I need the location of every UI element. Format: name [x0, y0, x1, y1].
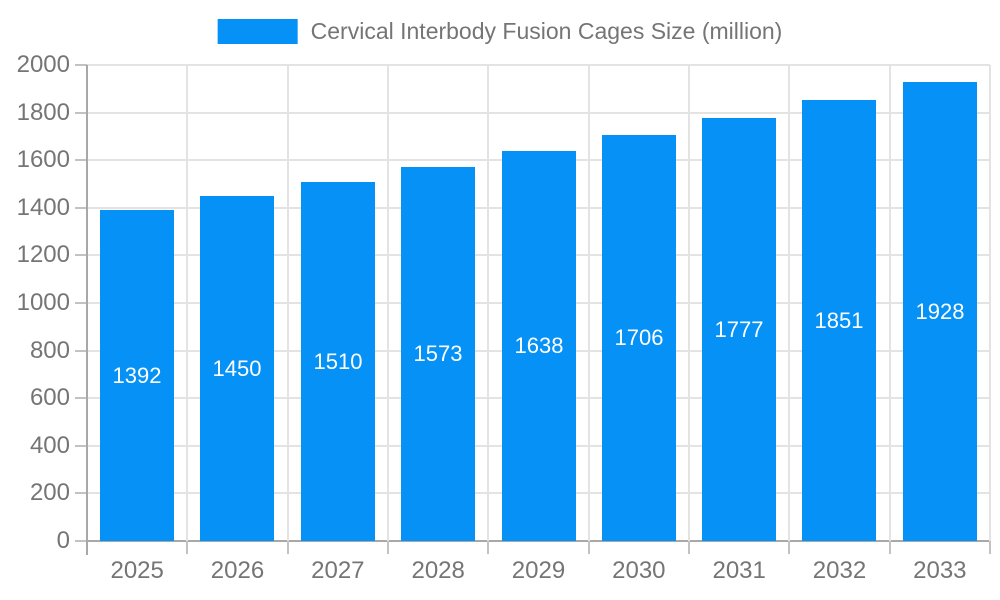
bar-value-label: 1851 — [814, 307, 864, 333]
bar-2027[interactable]: 1510 — [301, 182, 375, 541]
y-axis-tick — [75, 444, 87, 447]
x-axis-tick — [989, 541, 991, 554]
v-gridline — [989, 65, 991, 541]
y-axis-tick — [75, 397, 87, 400]
bar-2029[interactable]: 1638 — [502, 151, 576, 541]
bar-value-label: 1392 — [112, 362, 162, 388]
v-gridline — [587, 65, 590, 541]
v-gridline — [387, 65, 389, 541]
y-axis-tick — [75, 540, 87, 542]
h-gridline — [87, 111, 990, 114]
bar-value-label: 1573 — [413, 341, 463, 366]
v-gridline — [888, 65, 891, 541]
y-axis-tick-label: 1800 — [16, 98, 70, 126]
v-gridline — [186, 65, 189, 541]
v-gridline — [688, 65, 690, 541]
y-axis-tick-label: 0 — [56, 527, 70, 554]
y-axis-tick-label: 200 — [29, 479, 70, 507]
x-axis-tick-label: 2025 — [110, 557, 164, 584]
v-gridline — [487, 65, 490, 541]
bar-value-label: 1450 — [212, 355, 262, 381]
bar-value-label: 1510 — [313, 348, 363, 374]
x-axis-tick — [387, 541, 389, 554]
x-axis-tick-label: 2028 — [411, 557, 465, 584]
x-axis-tick-label: 2033 — [913, 557, 967, 584]
x-axis-tick-label: 2029 — [511, 557, 566, 584]
x-axis-tick-label: 2032 — [812, 557, 867, 584]
x-axis-tick-label: 2030 — [612, 557, 666, 584]
bar-2033[interactable]: 1928 — [903, 82, 977, 541]
y-axis-tick — [75, 349, 87, 352]
bar-value-label: 1777 — [714, 316, 764, 342]
y-axis-tick — [75, 111, 87, 114]
bar-2028[interactable]: 1573 — [401, 167, 475, 541]
h-gridline — [87, 64, 990, 66]
y-axis-tick-label: 400 — [29, 431, 70, 459]
legend-item[interactable]: Cervical Interbody Fusion Cages Size (mi… — [217, 18, 783, 45]
v-gridline — [788, 65, 791, 541]
x-axis-tick — [286, 541, 289, 554]
legend-label: Cervical Interbody Fusion Cages Size (mi… — [310, 18, 783, 44]
legend-swatch-icon — [217, 19, 298, 44]
v-gridline — [286, 65, 289, 541]
x-axis-tick — [788, 541, 791, 554]
y-axis-tick-label: 800 — [29, 336, 70, 364]
y-axis-tick — [75, 254, 87, 257]
y-axis-line — [86, 65, 88, 555]
y-axis-tick — [75, 206, 87, 209]
y-axis-tick — [75, 159, 87, 162]
y-axis-tick — [75, 492, 87, 495]
bar-2026[interactable]: 1450 — [200, 196, 274, 541]
x-axis-tick — [688, 541, 690, 554]
bar-2025[interactable]: 1392 — [100, 210, 174, 541]
y-axis-tick — [75, 64, 87, 66]
y-axis-tick-label: 1400 — [16, 193, 70, 221]
bar-value-label: 1928 — [915, 298, 965, 324]
bar-value-label: 1638 — [514, 333, 564, 358]
y-axis-tick — [75, 302, 87, 304]
y-axis-tick-label: 1600 — [16, 146, 70, 174]
y-axis-tick-label: 1200 — [16, 241, 70, 269]
x-axis-tick-label: 2027 — [311, 557, 365, 584]
x-axis-tick — [888, 541, 891, 554]
y-axis-tick-label: 1000 — [16, 289, 70, 316]
x-axis-tick — [587, 541, 590, 554]
bar-value-label: 1706 — [614, 325, 664, 350]
y-axis-tick-label: 600 — [29, 384, 70, 412]
bar-2031[interactable]: 1777 — [702, 118, 776, 541]
x-axis-tick — [186, 541, 189, 554]
x-axis-tick-label: 2026 — [210, 557, 265, 584]
bar-2030[interactable]: 1706 — [602, 135, 676, 541]
bar-2032[interactable]: 1851 — [802, 100, 876, 541]
x-axis-tick-label: 2031 — [712, 557, 766, 584]
y-axis-tick-label: 2000 — [16, 51, 70, 78]
x-axis-baseline — [87, 540, 990, 542]
x-axis-tick — [487, 541, 490, 554]
